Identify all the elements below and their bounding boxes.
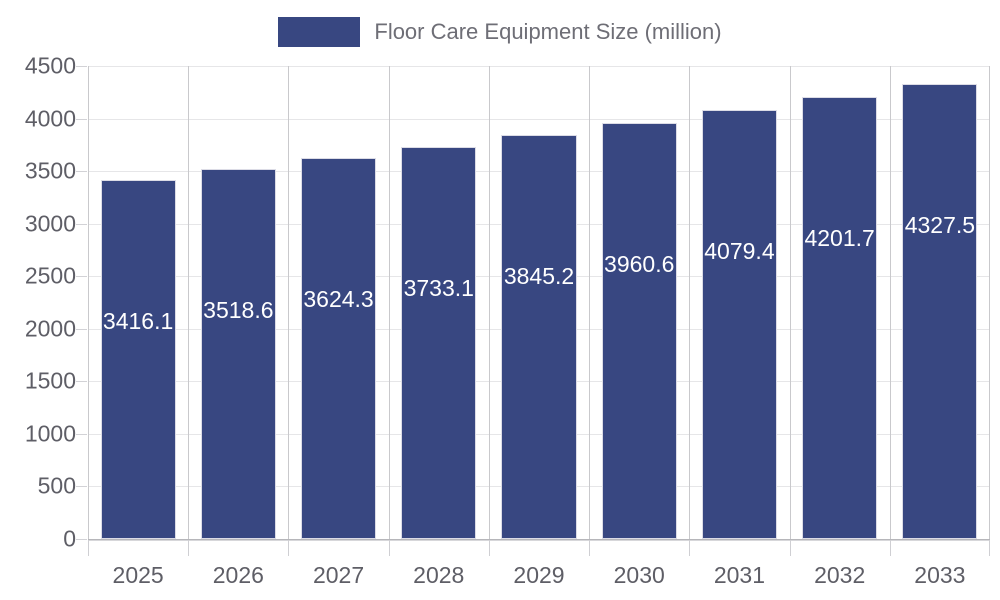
- bar[interactable]: [902, 84, 978, 539]
- legend-color-swatch: [278, 17, 361, 47]
- y-axis-tick-label: 3500: [24, 157, 76, 184]
- bar-value-label: 4201.7: [804, 225, 875, 252]
- gridline-vertical: [789, 66, 791, 539]
- y-axis-tick-mark: [76, 118, 87, 120]
- x-axis: 2025 2026 2027 2028 2029 2030 2031 2032 2033: [88, 540, 990, 598]
- x-axis-tick-label: 2031: [713, 562, 766, 588]
- y-axis-tick-label: 0: [63, 525, 76, 552]
- x-axis-tick-label: 2033: [914, 562, 966, 588]
- bar-value-label: 3845.2: [503, 262, 575, 289]
- y-axis-tick-mark: [76, 223, 87, 225]
- plot-area: 3416.1 3518.6 3624.3 3733.1 3845.2 3960.6 4079…: [88, 66, 990, 540]
- bar-value-label: 3624.3: [303, 286, 374, 313]
- gridline-vertical: [88, 66, 89, 539]
- y-axis-tick-label: 2500: [24, 262, 76, 289]
- y-axis: 0 500 1000 1500 2000 2500 3000 3500 4000 4500: [0, 53, 87, 552]
- bar[interactable]: [200, 169, 276, 539]
- y-axis-tick-mark: [76, 486, 87, 488]
- x-axis-tick-label: 2032: [814, 562, 866, 588]
- gridline-vertical: [288, 66, 290, 539]
- y-axis-tick-mark: [76, 66, 87, 67]
- x-axis-tick-label: 2030: [613, 562, 665, 588]
- x-axis-tick-mark: [989, 540, 990, 556]
- x-axis-tick-mark: [589, 540, 591, 556]
- y-axis-tick-label: 4500: [24, 52, 76, 79]
- y-axis-tick-label: 4000: [24, 105, 76, 132]
- x-axis-tick-mark: [288, 540, 290, 556]
- x-axis-tick-mark: [188, 540, 190, 556]
- bar[interactable]: [802, 97, 878, 539]
- x-axis-line-shadow: [88, 540, 990, 541]
- x-axis-tick-mark: [889, 540, 891, 556]
- x-axis-tick-label: 2028: [413, 562, 465, 588]
- y-axis-tick-label: 1000: [24, 420, 76, 447]
- x-axis-tick-mark: [388, 540, 390, 556]
- bar[interactable]: [601, 122, 677, 539]
- chart-legend: Floor Care Equipment Size (million): [0, 12, 1000, 52]
- gridline-horizontal: [88, 66, 990, 67]
- x-axis-tick-mark: [488, 540, 490, 556]
- y-axis-tick-label: 1500: [24, 367, 76, 394]
- gridline-vertical: [889, 66, 891, 539]
- bar-value-label: 3518.6: [203, 297, 274, 324]
- y-axis-tick-mark: [76, 276, 87, 278]
- x-axis-tick-mark: [789, 540, 791, 556]
- y-axis-tick-mark: [76, 328, 87, 330]
- x-axis-tick-label: 2029: [513, 562, 565, 588]
- y-axis-tick-mark: [76, 171, 87, 173]
- bar-value-label: 3733.1: [403, 274, 474, 301]
- y-axis-tick-label: 2000: [24, 315, 76, 342]
- bar[interactable]: [100, 179, 176, 539]
- gridline-vertical: [388, 66, 390, 539]
- x-axis-tick-label: 2027: [312, 562, 365, 588]
- y-axis-tick-label: 500: [37, 472, 76, 499]
- x-axis-tick-mark: [689, 540, 691, 556]
- bar-value-label: 4327.5: [904, 212, 976, 239]
- x-axis-tick-mark: [88, 540, 89, 556]
- gridline-vertical: [689, 66, 691, 539]
- y-axis-tick-mark: [76, 539, 87, 540]
- gridline-vertical: [589, 66, 591, 539]
- legend-label: Floor Care Equipment Size (million): [374, 19, 722, 44]
- legend-item-floor-care-equipment-size[interactable]: Floor Care Equipment Size (million): [278, 17, 722, 47]
- x-axis-line: [88, 539, 990, 540]
- gridline-vertical: [989, 66, 990, 539]
- x-axis-tick-label: 2025: [112, 562, 164, 588]
- gridline-vertical: [488, 66, 490, 539]
- y-axis-tick-mark: [76, 433, 87, 435]
- x-axis-tick-label: 2026: [212, 562, 264, 588]
- y-axis-tick-mark: [76, 381, 87, 383]
- y-axis-tick-label: 3000: [24, 210, 76, 237]
- bar[interactable]: [501, 134, 577, 539]
- bar-value-label: 4079.4: [704, 238, 775, 265]
- bar[interactable]: [300, 158, 377, 539]
- gridline-vertical: [188, 66, 190, 539]
- bar[interactable]: [401, 146, 477, 539]
- bar-value-label: 3416.1: [102, 307, 174, 334]
- bar[interactable]: [701, 110, 778, 539]
- bar-value-label: 3960.6: [604, 250, 675, 277]
